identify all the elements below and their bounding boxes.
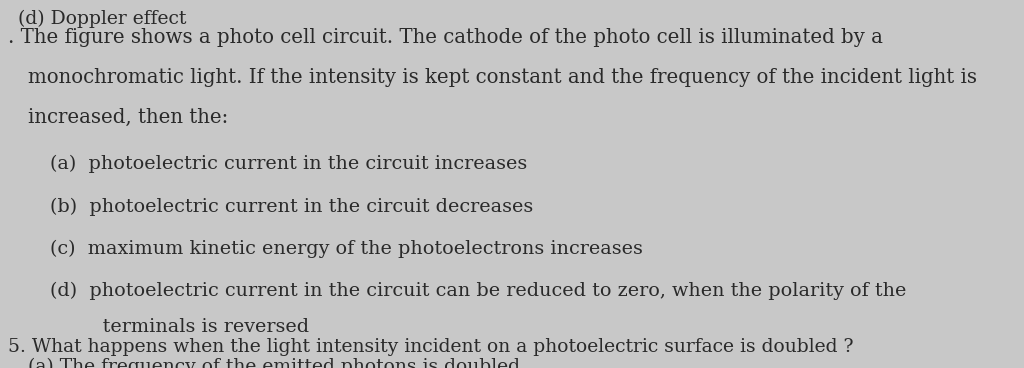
Text: increased, then the:: increased, then the: xyxy=(28,108,228,127)
Text: (b)  photoelectric current in the circuit decreases: (b) photoelectric current in the circuit… xyxy=(50,198,534,216)
Text: (d)  photoelectric current in the circuit can be reduced to zero, when the polar: (d) photoelectric current in the circuit… xyxy=(50,282,906,300)
Text: . The figure shows a photo cell circuit. The cathode of the photo cell is illumi: . The figure shows a photo cell circuit.… xyxy=(8,28,883,47)
Text: (a)  photoelectric current in the circuit increases: (a) photoelectric current in the circuit… xyxy=(50,155,527,173)
Text: monochromatic light. If the intensity is kept constant and the frequency of the : monochromatic light. If the intensity is… xyxy=(28,68,977,87)
Text: 5. What happens when the light intensity incident on a photoelectric surface is : 5. What happens when the light intensity… xyxy=(8,338,853,356)
Text: (d) Doppler effect: (d) Doppler effect xyxy=(18,10,186,28)
Text: terminals is reversed: terminals is reversed xyxy=(72,318,309,336)
Text: (a) The frequency of the emitted photons is doubled: (a) The frequency of the emitted photons… xyxy=(28,358,520,368)
Text: (c)  maximum kinetic energy of the photoelectrons increases: (c) maximum kinetic energy of the photoe… xyxy=(50,240,643,258)
